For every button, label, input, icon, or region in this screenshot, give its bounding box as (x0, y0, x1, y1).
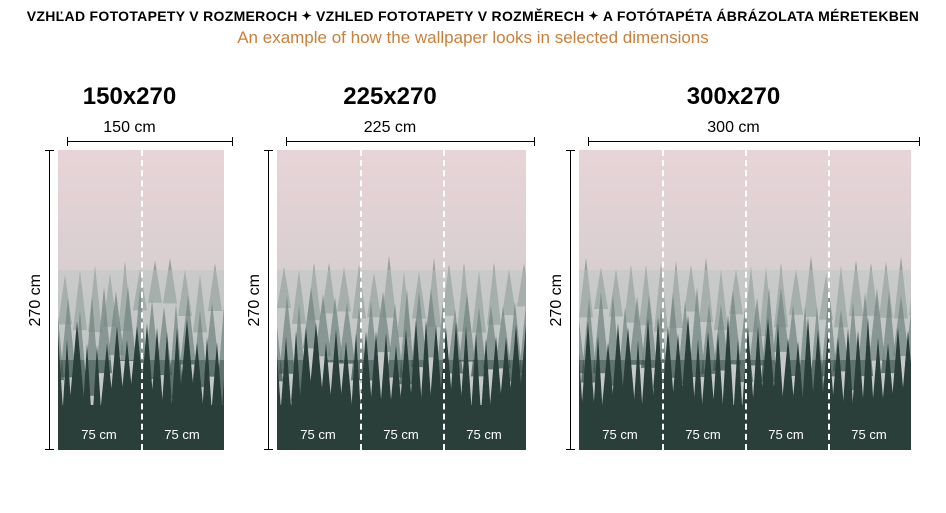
width-indicator (286, 141, 535, 142)
header: VZHĽAD FOTOTAPETY V ROZMEROCH ✦ VZHLED F… (0, 0, 946, 48)
panel-title: 150x270 (27, 83, 233, 111)
sub-header: An example of how the wallpaper looks in… (0, 28, 946, 48)
panel-height-label: 270 cm (27, 274, 45, 326)
header-hu: A FOTÓTAPÉTA ÁBRÁZOLATA MÉRETEKBEN (603, 8, 919, 24)
panels-container: 150x270 150 cm 270 cm 75 (0, 83, 946, 450)
strip-width-label: 75 cm (768, 427, 803, 442)
sparkle-icon: ✦ (588, 9, 598, 23)
size-panel: 150x270 150 cm 270 cm 75 (27, 83, 233, 450)
height-indicator (570, 150, 571, 450)
size-panel: 300x270 300 cm 270 cm 75 (548, 83, 920, 450)
wallpaper-preview: 75 cm 75 cm 75 cm (277, 150, 526, 450)
panel-height-label: 270 cm (548, 274, 566, 326)
panel-title: 225x270 (246, 83, 535, 111)
header-sk: VZHĽAD FOTOTAPETY V ROZMEROCH (27, 8, 298, 24)
panel-height-label: 270 cm (246, 274, 264, 326)
height-indicator (268, 150, 269, 450)
strip-divider (745, 150, 747, 450)
width-indicator (67, 141, 233, 142)
panel-width-label: 150 cm (27, 119, 233, 137)
strip-width-label: 75 cm (602, 427, 637, 442)
strip-divider (662, 150, 664, 450)
panel-width-label: 225 cm (246, 119, 535, 137)
strip-width-label: 75 cm (851, 427, 886, 442)
strip-divider (828, 150, 830, 450)
strip-width-label: 75 cm (300, 427, 335, 442)
height-indicator (49, 150, 50, 450)
strip-width-label: 75 cm (383, 427, 418, 442)
header-cz: VZHLED FOTOTAPETY V ROZMĚRECH (316, 8, 585, 24)
header-multilang: VZHĽAD FOTOTAPETY V ROZMEROCH ✦ VZHLED F… (0, 8, 946, 24)
strip-divider (360, 150, 362, 450)
wallpaper-preview: 75 cm 75 cm 75 cm 75 cm (579, 150, 911, 450)
wallpaper-preview: 75 cm 75 cm (58, 150, 224, 450)
size-panel: 225x270 225 cm 270 cm 75 (246, 83, 535, 450)
panel-title: 300x270 (548, 83, 920, 111)
strip-divider (141, 150, 143, 450)
width-indicator (588, 141, 920, 142)
strip-divider (443, 150, 445, 450)
panel-width-label: 300 cm (548, 119, 920, 137)
strip-width-label: 75 cm (466, 427, 501, 442)
sparkle-icon: ✦ (302, 9, 312, 23)
strip-width-label: 75 cm (164, 427, 199, 442)
forest-image (277, 150, 526, 450)
strip-width-label: 75 cm (81, 427, 116, 442)
strip-width-label: 75 cm (685, 427, 720, 442)
